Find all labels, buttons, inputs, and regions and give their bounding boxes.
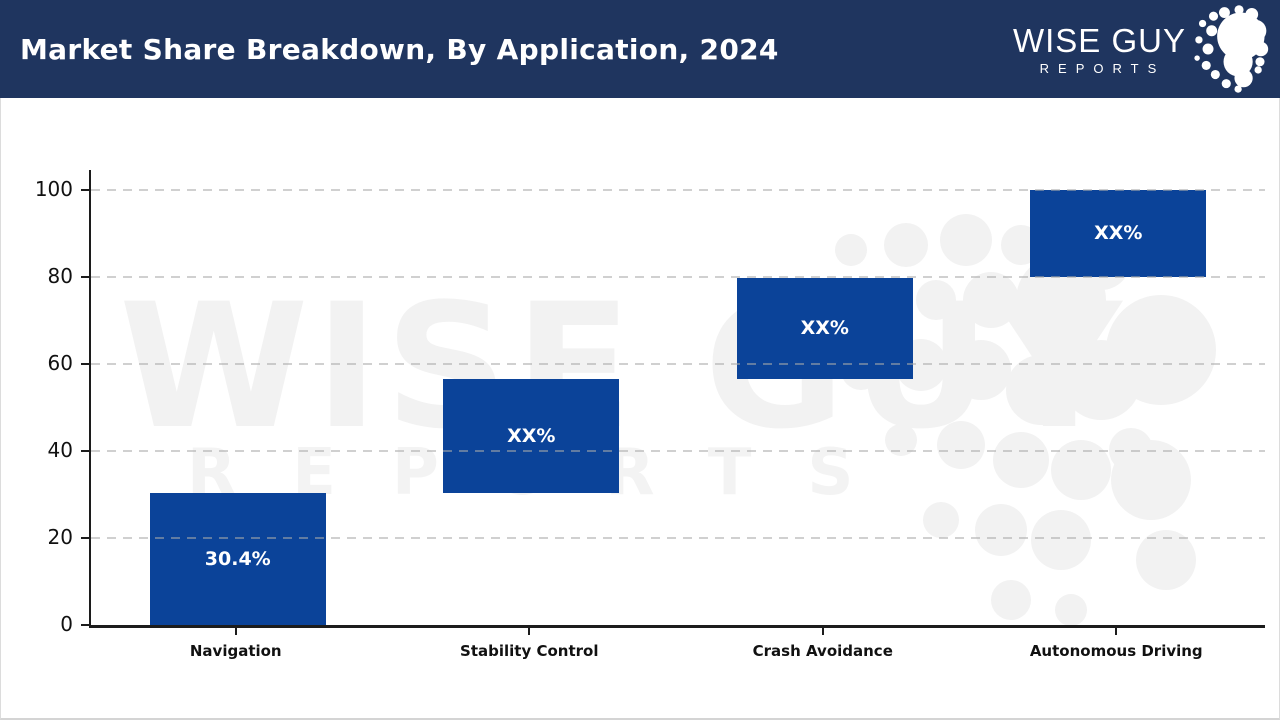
x-tick xyxy=(528,628,531,635)
gridline xyxy=(91,536,1265,539)
x-axis-label: Crash Avoidance xyxy=(752,642,893,660)
brand-subname: REPORTS xyxy=(1039,60,1166,76)
y-tick-label: 80 xyxy=(47,263,73,288)
gridline xyxy=(91,449,1265,452)
watermark-text: WISE GUY xyxy=(119,266,1128,467)
x-axis-label: Stability Control xyxy=(460,642,599,660)
x-axis-label: Autonomous Driving xyxy=(1029,642,1203,660)
x-tick xyxy=(821,628,824,635)
page-title: Market Share Breakdown, By Application, … xyxy=(20,32,779,66)
bar-value-label: XX% xyxy=(800,317,849,340)
y-axis: 0 20 40 60 80 100 xyxy=(1,170,89,636)
y-tick xyxy=(81,624,89,626)
x-axis: Navigation Stability Control Crash Avoidan… xyxy=(89,628,1265,688)
brand-name: WISE GUY xyxy=(1012,21,1186,59)
bar-segment: XX% xyxy=(443,378,620,493)
x-axis-label: Navigation xyxy=(189,642,282,660)
brand-logo: WISE GUY REPORTS xyxy=(1013,0,1270,98)
bar-segment: XX% xyxy=(1030,189,1207,277)
y-tick xyxy=(81,188,89,191)
gridline xyxy=(91,188,1265,191)
y-tick-label: 40 xyxy=(47,437,73,462)
bar-value-label: XX% xyxy=(507,424,556,447)
y-tick xyxy=(81,449,89,452)
bar-segment: XX% xyxy=(736,277,913,379)
y-tick xyxy=(81,275,89,278)
bar-segment: 30.4% xyxy=(149,492,326,625)
x-tick xyxy=(1115,628,1118,635)
gridline xyxy=(91,362,1265,365)
y-tick xyxy=(81,536,89,539)
y-tick-label: 60 xyxy=(47,350,73,375)
y-tick xyxy=(81,362,89,365)
header-bar: Market Share Breakdown, By Application, … xyxy=(0,0,1280,98)
y-tick-label: 0 xyxy=(60,612,73,636)
y-tick-label: 20 xyxy=(47,524,73,549)
bar-value-label: 30.4% xyxy=(204,547,271,570)
bar-value-label: XX% xyxy=(1094,222,1143,245)
brand-logo-text: WISE GUY REPORTS xyxy=(1013,24,1186,75)
plot-area: 30.4% XX% XX% XX% xyxy=(89,170,1265,628)
x-tick xyxy=(234,628,237,635)
y-tick-label: 100 xyxy=(34,176,73,201)
gridline xyxy=(91,275,1265,278)
logo-head-icon xyxy=(1194,5,1269,93)
